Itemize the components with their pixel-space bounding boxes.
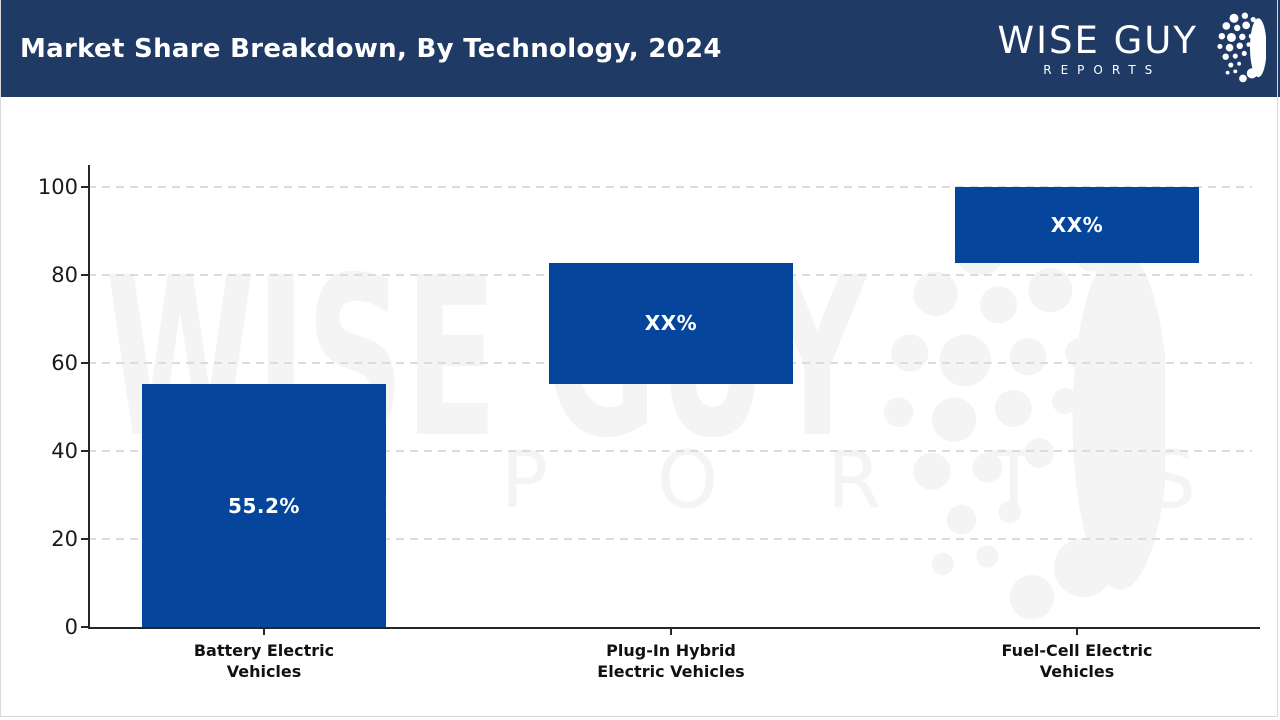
brand-logo: WISE GUY REPORTS — [998, 8, 1266, 90]
category-label: Battery Electric Vehicles — [193, 641, 335, 681]
gridline-100 — [88, 186, 1252, 188]
brand-logo-text: WISE GUY REPORTS — [998, 22, 1198, 77]
gridline-40 — [88, 450, 1252, 452]
gridline-20 — [88, 538, 1252, 540]
page-title: Market Share Breakdown, By Technology, 2… — [20, 33, 722, 64]
ytick-label-100: 100 — [37, 175, 78, 199]
header-bar: Market Share Breakdown, By Technology, 2… — [0, 0, 1280, 97]
bar-segment: 55.2% — [142, 384, 386, 627]
bar-segment: XX% — [955, 187, 1199, 263]
dotted-head-icon — [1217, 12, 1266, 83]
ytick-40 — [81, 450, 89, 452]
bar-value-label: XX% — [1050, 212, 1104, 237]
ytick-label-0: 0 — [64, 615, 78, 639]
category-label: Plug-In Hybrid Electric Vehicles — [597, 641, 745, 681]
xtick — [263, 629, 265, 635]
category-label: Fuel-Cell Electric Vehicles — [1001, 641, 1153, 681]
ytick-60 — [81, 362, 89, 364]
xtick — [1076, 629, 1078, 635]
ytick-label-80: 80 — [51, 263, 78, 287]
ytick-20 — [81, 538, 89, 540]
ytick-label-20: 20 — [51, 527, 78, 551]
ytick-label-60: 60 — [51, 351, 78, 375]
ytick-80 — [81, 274, 89, 276]
brand-subtitle: REPORTS — [1043, 62, 1162, 77]
bar-value-label: XX% — [644, 311, 698, 336]
ytick-100 — [81, 186, 89, 188]
bar-value-label: 55.2% — [228, 493, 300, 518]
ytick-0 — [81, 626, 89, 628]
x-axis-line — [88, 627, 1260, 629]
bar-segment: XX% — [549, 262, 793, 385]
brand-name: WISE GUY — [997, 18, 1198, 62]
ytick-label-40: 40 — [51, 439, 78, 463]
y-axis-line — [88, 165, 90, 629]
xtick — [670, 629, 672, 635]
